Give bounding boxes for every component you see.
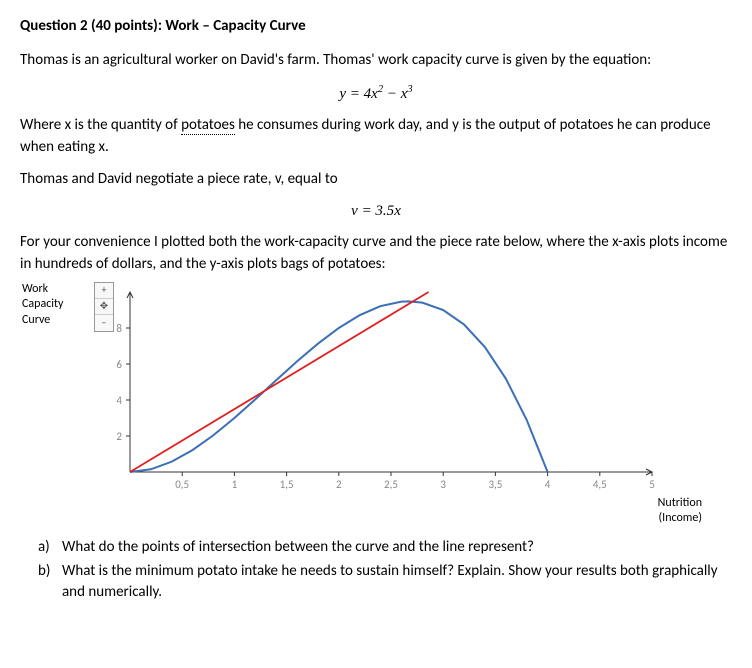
- ylabel-l3: Curve: [22, 313, 63, 329]
- question-list: a) What do the points of intersection be…: [38, 537, 732, 604]
- svg-text:1,5: 1,5: [280, 478, 294, 491]
- qa-text: What do the points of intersection betwe…: [62, 537, 534, 559]
- paragraph-4: For your convenience I plotted both the …: [20, 232, 732, 276]
- svg-text:2: 2: [336, 478, 342, 491]
- svg-text:4: 4: [545, 478, 551, 491]
- zoom-in-icon[interactable]: +: [95, 283, 113, 299]
- question-a: a) What do the points of intersection be…: [38, 537, 732, 559]
- svg-text:5: 5: [649, 478, 655, 491]
- svg-text:4: 4: [116, 394, 122, 407]
- svg-text:0,5: 0,5: [175, 478, 189, 491]
- xlabel-l2: (Income): [90, 511, 702, 527]
- svg-text:3,5: 3,5: [488, 478, 502, 491]
- svg-text:8: 8: [116, 322, 122, 335]
- xlabel-l1: Nutrition: [90, 496, 702, 512]
- potatoes-link[interactable]: potatoes: [181, 116, 235, 135]
- chart-container: Work Capacity Curve + ✥ − 24680,511,522,…: [90, 286, 732, 527]
- question-title: Question 2 (40 points): Work – Capacity …: [20, 16, 732, 38]
- svg-text:6: 6: [116, 358, 122, 371]
- y-axis-label: Work Capacity Curve: [22, 282, 63, 329]
- svg-text:2: 2: [116, 430, 122, 443]
- paragraph-2: Where x is the quantity of potatoes he c…: [20, 115, 732, 159]
- pan-icon[interactable]: ✥: [95, 299, 113, 315]
- paragraph-1: Thomas is an agricultural worker on Davi…: [20, 50, 732, 72]
- paragraph-3: Thomas and David negotiate a piece rate,…: [20, 169, 732, 191]
- qb-text: What is the minimum potato intake he nee…: [62, 561, 732, 605]
- svg-text:2,5: 2,5: [384, 478, 398, 491]
- equation-1: y = 4x2 − x3: [20, 82, 732, 106]
- svg-text:1: 1: [232, 478, 238, 491]
- p2-pre: Where x is the quantity of: [20, 116, 181, 134]
- question-b: b) What is the minimum potato intake he …: [38, 561, 732, 605]
- ylabel-l2: Capacity: [22, 297, 63, 313]
- equation-2: v = 3.5x: [20, 201, 732, 223]
- zoom-out-icon[interactable]: −: [95, 315, 113, 331]
- work-capacity-chart: 2 4 6 8 0,5 1 1,5 2 2,5 3 3,5 4 4,5 5: [90, 286, 660, 496]
- x-axis-label: Nutrition (Income): [90, 496, 702, 527]
- chart-toolbox: + ✥ −: [94, 282, 114, 332]
- svg-text:3: 3: [440, 478, 446, 491]
- qb-label: b): [38, 561, 62, 605]
- ylabel-l1: Work: [22, 282, 63, 298]
- qa-label: a): [38, 537, 62, 559]
- svg-text:4,5: 4,5: [593, 478, 607, 491]
